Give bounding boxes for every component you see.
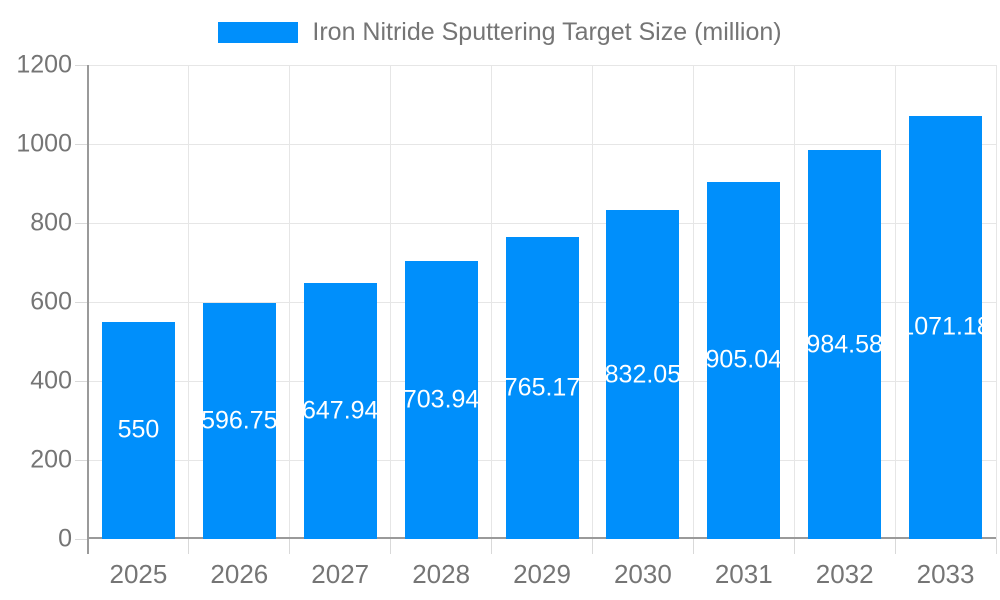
x-axis-tick bbox=[491, 539, 493, 554]
y-axis-tick bbox=[75, 538, 88, 540]
gridline-vertical bbox=[289, 65, 291, 539]
x-axis-label: 2025 bbox=[109, 559, 168, 589]
bar-2025[interactable] bbox=[101, 321, 175, 539]
x-axis-label: 2032 bbox=[815, 559, 874, 589]
gridline-vertical bbox=[692, 65, 694, 539]
gridline-vertical bbox=[591, 65, 593, 539]
x-axis-label: 2029 bbox=[513, 559, 571, 589]
x-axis-label: 2026 bbox=[210, 559, 269, 589]
bar-value-label: 832.05 bbox=[604, 360, 682, 389]
bar-2026[interactable] bbox=[202, 303, 276, 539]
y-axis-label: 200 bbox=[30, 445, 72, 474]
legend-item[interactable]: Iron Nitride Sputtering Target Size (mil… bbox=[218, 18, 782, 47]
y-axis-tick bbox=[75, 380, 88, 382]
bar-2029[interactable] bbox=[505, 236, 579, 539]
x-axis-tick bbox=[188, 539, 190, 554]
x-axis-tick bbox=[995, 539, 997, 554]
gridline-vertical bbox=[995, 65, 997, 539]
bar-2033[interactable] bbox=[909, 115, 983, 539]
gridline-vertical bbox=[390, 65, 392, 539]
gridline-vertical bbox=[491, 65, 493, 539]
bar-value-label: 703.94 bbox=[402, 385, 480, 414]
y-axis-label: 400 bbox=[30, 366, 72, 395]
gridline-vertical bbox=[894, 65, 896, 539]
x-axis-label: 2027 bbox=[311, 559, 370, 589]
bar-value-label: 765.17 bbox=[503, 373, 581, 402]
y-axis-line bbox=[87, 65, 89, 554]
x-axis-label: 2033 bbox=[916, 559, 975, 589]
bar-value-label: 1071.18 bbox=[900, 312, 991, 341]
gridline-horizontal bbox=[88, 64, 996, 66]
y-axis-label: 0 bbox=[58, 524, 72, 553]
bar-2032[interactable] bbox=[808, 150, 882, 539]
y-axis-tick bbox=[75, 301, 88, 303]
bar-2027[interactable] bbox=[303, 283, 377, 539]
x-axis-tick bbox=[390, 539, 392, 554]
bar-2030[interactable] bbox=[606, 210, 680, 539]
x-axis-tick bbox=[591, 539, 593, 554]
plot-area: 0 200 400 600 800 1000 1200 550 2025 596.75 2026 64… bbox=[16, 51, 997, 589]
chart-legend: Iron Nitride Sputtering Target Size (mil… bbox=[0, 18, 1000, 47]
x-axis-label: 2030 bbox=[613, 559, 672, 589]
legend-swatch-icon bbox=[218, 22, 299, 43]
bar-2031[interactable] bbox=[707, 181, 781, 539]
y-axis-label: 1000 bbox=[16, 129, 72, 158]
gridline-horizontal bbox=[88, 143, 996, 145]
legend-label: Iron Nitride Sputtering Target Size (mil… bbox=[312, 18, 782, 46]
x-axis-label: 2028 bbox=[412, 559, 471, 589]
gridline-vertical bbox=[793, 65, 795, 539]
y-axis-tick bbox=[75, 459, 88, 461]
gridline-horizontal bbox=[88, 222, 996, 224]
bar-value-label: 647.94 bbox=[301, 396, 379, 425]
y-axis-label: 600 bbox=[30, 287, 72, 316]
y-axis-tick bbox=[75, 222, 88, 224]
bar-value-label: 596.75 bbox=[201, 406, 278, 435]
bar-value-label: 905.04 bbox=[705, 345, 782, 374]
gridline-vertical bbox=[188, 65, 190, 539]
bar-2028[interactable] bbox=[404, 260, 478, 539]
bar-value-label: 550 bbox=[117, 415, 160, 444]
y-axis-label: 1200 bbox=[16, 50, 72, 79]
y-axis-tick bbox=[75, 64, 88, 66]
x-axis-tick bbox=[793, 539, 795, 554]
y-axis-tick bbox=[75, 143, 88, 145]
y-axis-label: 800 bbox=[30, 208, 72, 237]
x-axis-label: 2031 bbox=[714, 559, 773, 589]
x-axis-tick bbox=[289, 539, 291, 554]
x-axis-tick bbox=[692, 539, 694, 554]
x-axis-tick bbox=[894, 539, 896, 554]
bar-value-label: 984.58 bbox=[806, 330, 883, 359]
